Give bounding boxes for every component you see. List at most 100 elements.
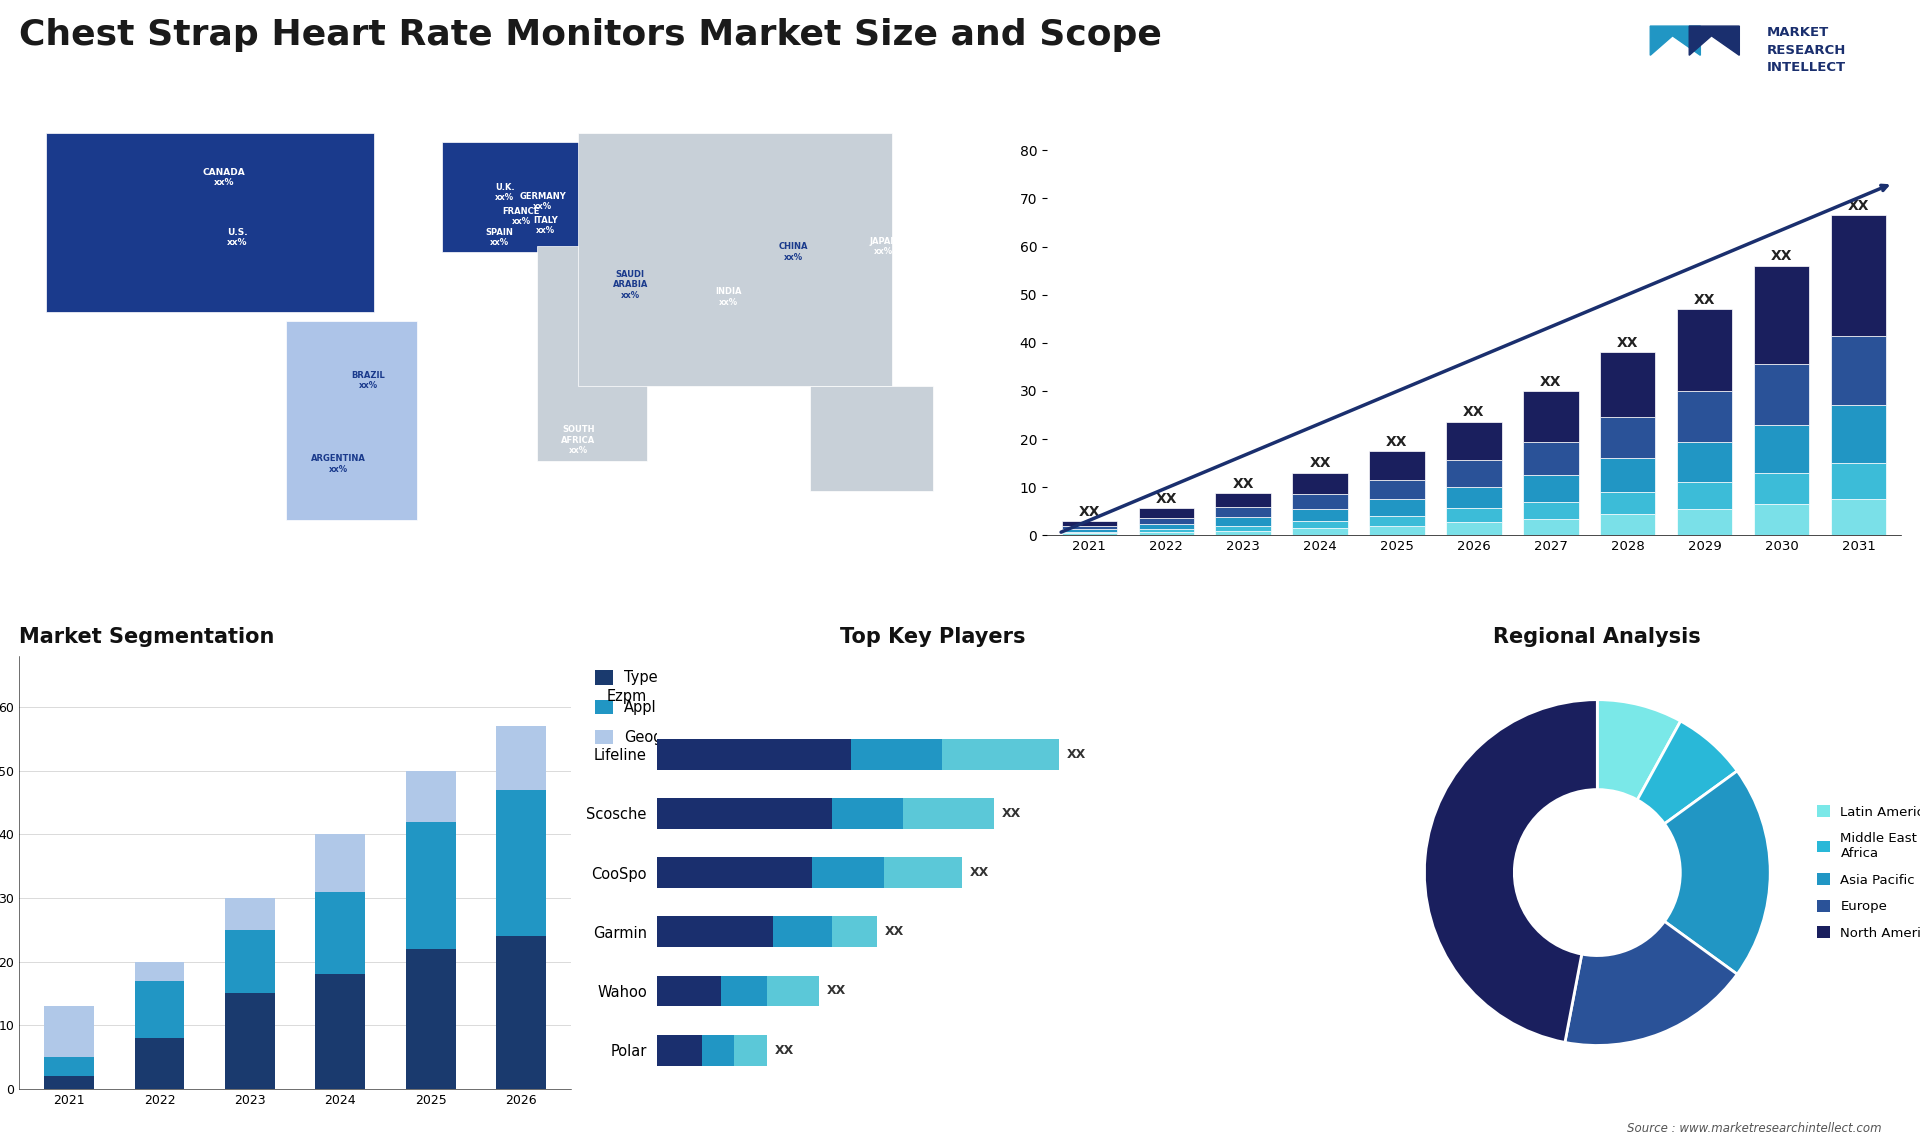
- Bar: [1215, 517, 1271, 526]
- Bar: [225, 898, 275, 929]
- Text: MEXICO
xx%: MEXICO xx%: [232, 281, 269, 300]
- Bar: [1832, 406, 1885, 463]
- Bar: [1446, 461, 1501, 487]
- Bar: [1676, 441, 1732, 482]
- Text: FRANCE
xx%: FRANCE xx%: [503, 206, 540, 226]
- Bar: [1523, 391, 1578, 441]
- Polygon shape: [1649, 26, 1701, 55]
- Bar: [1599, 492, 1655, 513]
- Bar: [225, 994, 275, 1089]
- Bar: [1215, 526, 1271, 531]
- Text: XX: XX: [1386, 434, 1407, 449]
- Bar: [657, 975, 722, 1006]
- Text: XX: XX: [1233, 477, 1254, 490]
- Bar: [1062, 526, 1117, 528]
- Bar: [1676, 309, 1732, 391]
- Bar: [1446, 509, 1501, 521]
- Bar: [831, 917, 877, 948]
- Bar: [1139, 524, 1194, 528]
- Text: XX: XX: [828, 984, 847, 997]
- Wedge shape: [1597, 700, 1680, 800]
- Bar: [1139, 528, 1194, 532]
- Bar: [657, 739, 851, 769]
- Text: Chest Strap Heart Rate Monitors Market Size and Scope: Chest Strap Heart Rate Monitors Market S…: [19, 17, 1162, 52]
- Bar: [1062, 528, 1117, 532]
- Bar: [1292, 509, 1348, 521]
- Bar: [735, 1035, 766, 1066]
- Text: XX: XX: [1693, 292, 1715, 307]
- Bar: [657, 857, 812, 888]
- Bar: [1369, 500, 1425, 516]
- Text: XX: XX: [885, 925, 904, 939]
- Text: ARGENTINA
xx%: ARGENTINA xx%: [311, 454, 365, 473]
- Bar: [703, 1035, 735, 1066]
- Text: INTELLECT: INTELLECT: [1766, 62, 1847, 74]
- Bar: [46, 133, 374, 312]
- Bar: [812, 857, 883, 888]
- Text: XX: XX: [1770, 250, 1793, 264]
- Bar: [1676, 509, 1732, 535]
- Bar: [943, 739, 1060, 769]
- Bar: [1832, 463, 1885, 500]
- Bar: [1215, 508, 1271, 517]
- Wedge shape: [1638, 721, 1738, 824]
- Bar: [578, 133, 893, 386]
- Text: SAUDI
ARABIA
xx%: SAUDI ARABIA xx%: [612, 270, 647, 300]
- Text: CHINA
xx%: CHINA xx%: [780, 243, 808, 262]
- Text: U.S.
xx%: U.S. xx%: [227, 228, 248, 248]
- Bar: [1062, 534, 1117, 535]
- Bar: [315, 974, 365, 1089]
- Text: CANADA
xx%: CANADA xx%: [202, 168, 246, 187]
- Bar: [1753, 504, 1809, 535]
- Bar: [883, 857, 962, 888]
- Text: XX: XX: [1309, 456, 1331, 470]
- Bar: [1446, 521, 1501, 535]
- Bar: [44, 1076, 94, 1089]
- Bar: [657, 917, 774, 948]
- Bar: [1446, 422, 1501, 461]
- Wedge shape: [1425, 700, 1597, 1043]
- Bar: [1523, 476, 1578, 502]
- Bar: [495, 790, 545, 936]
- Text: JAPAN
xx%: JAPAN xx%: [870, 236, 899, 256]
- Text: GERMANY
xx%: GERMANY xx%: [520, 191, 566, 211]
- Text: SOUTH
AFRICA
xx%: SOUTH AFRICA xx%: [561, 425, 595, 455]
- Bar: [810, 386, 933, 490]
- Wedge shape: [1565, 921, 1738, 1045]
- Text: XX: XX: [1002, 807, 1021, 819]
- Text: XX: XX: [1617, 336, 1638, 350]
- Bar: [1523, 502, 1578, 518]
- Bar: [1676, 482, 1732, 509]
- Bar: [495, 936, 545, 1089]
- Bar: [134, 981, 184, 1038]
- Bar: [1599, 458, 1655, 492]
- Text: U.K.
xx%: U.K. xx%: [495, 183, 515, 203]
- Bar: [44, 1006, 94, 1057]
- Bar: [1753, 473, 1809, 504]
- Title: Top Key Players: Top Key Players: [839, 627, 1025, 646]
- Bar: [1753, 364, 1809, 425]
- Text: RESEARCH: RESEARCH: [1766, 44, 1847, 57]
- Text: XX: XX: [1463, 406, 1484, 419]
- Bar: [1292, 494, 1348, 509]
- Bar: [831, 798, 902, 829]
- Bar: [774, 917, 831, 948]
- Bar: [1369, 480, 1425, 500]
- Polygon shape: [1690, 26, 1740, 55]
- Bar: [1139, 509, 1194, 518]
- Text: Source : www.marketresearchintellect.com: Source : www.marketresearchintellect.com: [1626, 1122, 1882, 1135]
- Text: XX: XX: [774, 1044, 793, 1057]
- Bar: [766, 975, 818, 1006]
- Bar: [442, 142, 620, 252]
- Text: XX: XX: [1079, 504, 1100, 518]
- Bar: [286, 321, 417, 520]
- Bar: [851, 739, 943, 769]
- Text: XX: XX: [1847, 198, 1870, 213]
- Title: Regional Analysis: Regional Analysis: [1494, 627, 1701, 646]
- Bar: [1292, 528, 1348, 535]
- Bar: [405, 771, 455, 822]
- Bar: [495, 727, 545, 790]
- Text: BRAZIL
xx%: BRAZIL xx%: [351, 370, 386, 390]
- Bar: [1292, 521, 1348, 528]
- Bar: [722, 975, 766, 1006]
